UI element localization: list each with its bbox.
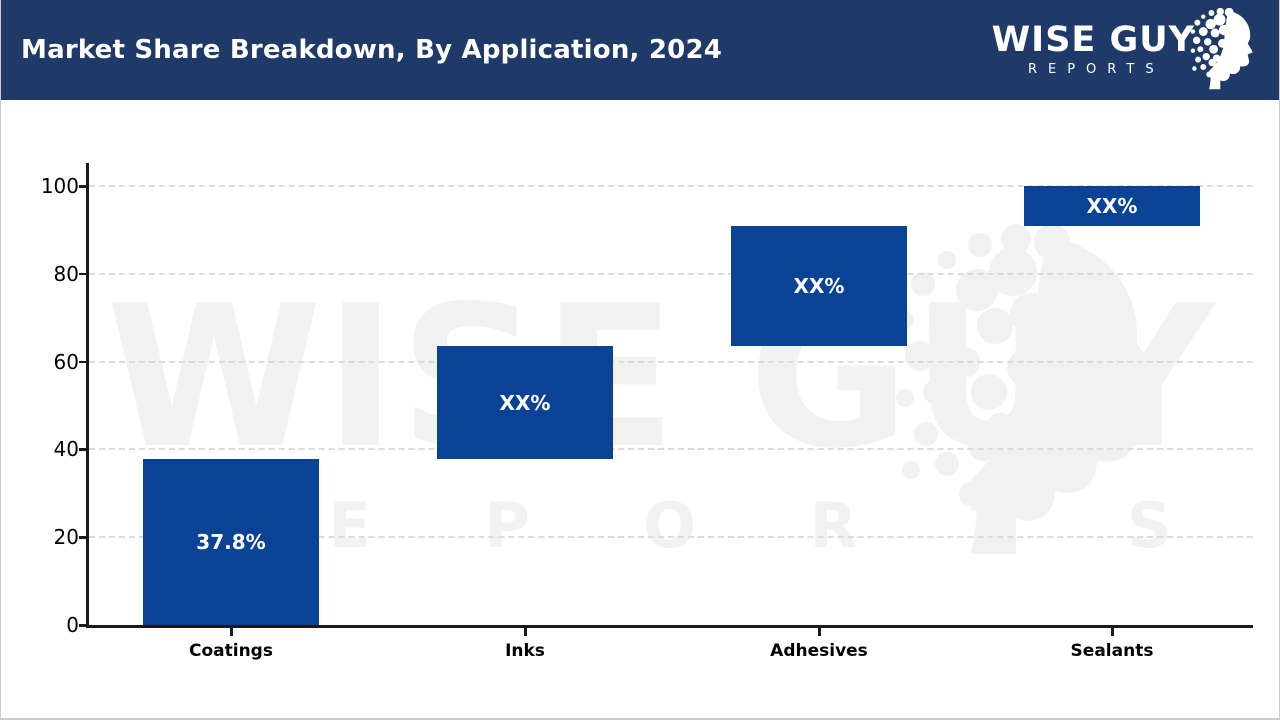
y-gridline (89, 185, 1253, 187)
x-category-label: Sealants (1070, 641, 1154, 661)
y-axis-line (86, 163, 89, 628)
y-gridline (89, 360, 1253, 363)
bar-value-label: 37.8% (196, 530, 266, 555)
y-tick-label: 100 (40, 174, 79, 198)
x-category-label: Adhesives (770, 641, 868, 661)
bar-segment: XX% (731, 225, 907, 347)
y-tick-label: 20 (53, 525, 79, 550)
y-tick-label: 40 (53, 437, 79, 462)
y-tick-mark (79, 536, 89, 539)
y-tick-label: 0 (66, 613, 79, 637)
bar-segment: XX% (1024, 186, 1200, 226)
y-tick-mark (79, 448, 89, 451)
y-tick-mark (79, 272, 89, 276)
y-gridline (89, 536, 1253, 539)
x-tick-mark (1111, 628, 1114, 636)
header: Market Share Breakdown, By Application, … (1, 0, 1279, 100)
brand-logo-text: WISE GUY REPORTS (991, 20, 1195, 78)
y-tick-mark (79, 624, 89, 627)
chart-title: Market Share Breakdown, By Application, … (21, 35, 723, 65)
brand-name: WISE GUY (991, 20, 1195, 60)
y-tick-label: 80 (53, 261, 79, 286)
bar-value-label: XX% (1086, 193, 1138, 218)
brand-subtitle: REPORTS (1027, 62, 1165, 77)
y-gridline (89, 448, 1253, 451)
x-category-label: Inks (505, 641, 545, 661)
y-tick-label: 60 (53, 349, 79, 374)
x-tick-mark (230, 628, 233, 636)
bar-value-label: XX% (499, 390, 551, 415)
y-tick-mark (79, 185, 89, 188)
brand-logo: WISE GUY REPORTS (992, 8, 1261, 92)
x-axis-line (86, 625, 1253, 628)
x-category-label: Coatings (189, 641, 273, 661)
bar-segment: 37.8% (143, 459, 319, 625)
x-tick-mark (818, 628, 821, 636)
x-tick-mark (524, 628, 527, 636)
bar-segment: XX% (437, 346, 613, 460)
y-gridline (89, 272, 1253, 275)
bar-value-label: XX% (793, 273, 845, 298)
y-tick-mark (79, 360, 89, 364)
plot-area: WISE GUY R E P O R T S 0 20 40 60 80 100 37.8%… (1, 100, 1279, 718)
dotted-head-icon (1190, 8, 1253, 90)
